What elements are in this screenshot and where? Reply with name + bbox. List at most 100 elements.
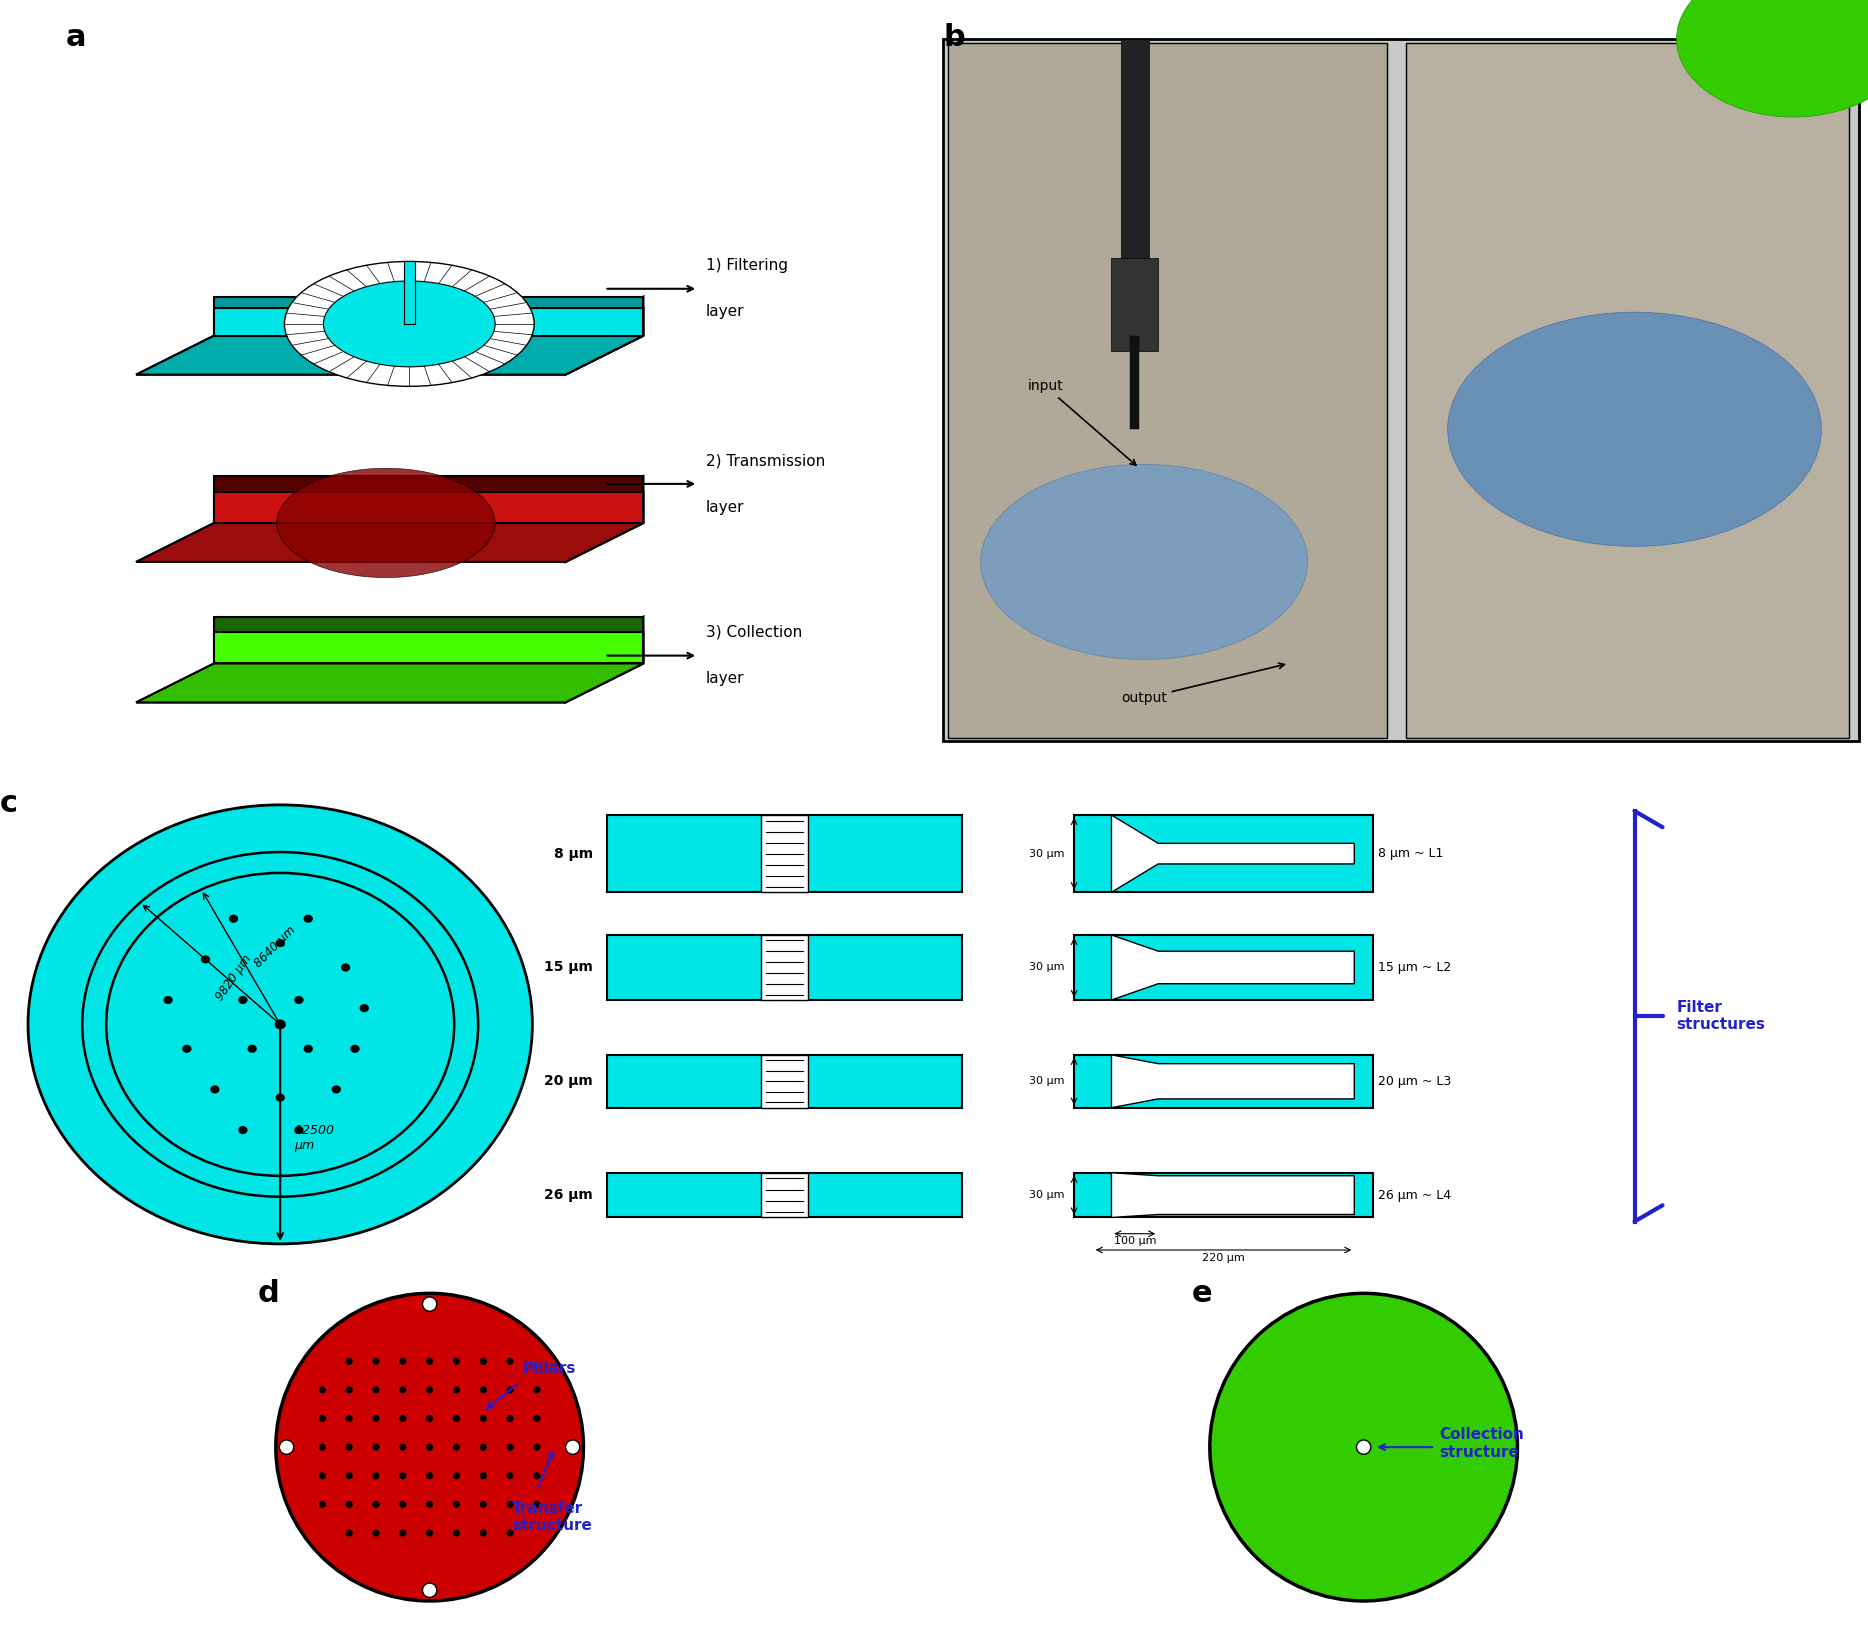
Bar (1074, 815, 1373, 893)
Circle shape (295, 995, 304, 1005)
Text: layer: layer (706, 672, 743, 686)
Bar (762, 1055, 809, 1107)
Circle shape (319, 1444, 325, 1450)
Polygon shape (566, 309, 643, 374)
Circle shape (319, 1387, 325, 1393)
Text: layer: layer (706, 304, 743, 319)
Polygon shape (1111, 935, 1354, 1000)
Polygon shape (566, 616, 643, 702)
Circle shape (422, 1298, 437, 1311)
Polygon shape (215, 491, 643, 524)
Polygon shape (215, 633, 643, 663)
Polygon shape (136, 335, 643, 374)
Text: 12500
μm: 12500 μm (295, 1124, 334, 1153)
Bar (1074, 935, 1373, 1000)
Circle shape (346, 1415, 353, 1423)
Text: 26 μm: 26 μm (544, 1189, 594, 1202)
Ellipse shape (981, 465, 1308, 660)
Circle shape (534, 1444, 540, 1450)
Ellipse shape (284, 262, 534, 387)
Text: 2) Transmission: 2) Transmission (706, 454, 826, 468)
Text: input: input (1027, 379, 1136, 465)
Circle shape (452, 1358, 460, 1364)
Text: 26 μm ~ L4: 26 μm ~ L4 (1379, 1189, 1451, 1202)
Bar (607, 1055, 962, 1107)
Circle shape (400, 1358, 407, 1364)
FancyBboxPatch shape (943, 39, 1859, 741)
Circle shape (280, 1441, 293, 1454)
Circle shape (426, 1387, 433, 1393)
Circle shape (202, 954, 209, 963)
Circle shape (426, 1472, 433, 1480)
Text: 20 μm ~ L3: 20 μm ~ L3 (1379, 1075, 1451, 1088)
Circle shape (400, 1530, 407, 1537)
Polygon shape (136, 663, 643, 702)
Circle shape (480, 1501, 488, 1507)
Circle shape (239, 995, 247, 1005)
Text: layer: layer (706, 499, 743, 514)
Circle shape (346, 1501, 353, 1507)
Text: Filter
structures: Filter structures (1677, 1000, 1765, 1033)
Bar (607, 1172, 962, 1218)
FancyBboxPatch shape (949, 42, 1386, 738)
Circle shape (534, 1501, 540, 1507)
Circle shape (303, 914, 314, 924)
Circle shape (426, 1358, 433, 1364)
Circle shape (319, 1472, 325, 1480)
Circle shape (346, 1472, 353, 1480)
Circle shape (452, 1530, 460, 1537)
Polygon shape (215, 309, 643, 335)
Bar (1121, 39, 1149, 273)
Circle shape (164, 995, 172, 1005)
Text: 15 μm: 15 μm (544, 961, 594, 974)
Text: 3) Collection: 3) Collection (706, 624, 801, 641)
Circle shape (506, 1501, 514, 1507)
Circle shape (452, 1472, 460, 1480)
Circle shape (276, 1093, 286, 1102)
Circle shape (230, 914, 239, 924)
Text: b: b (943, 23, 966, 52)
Circle shape (28, 805, 532, 1244)
Circle shape (239, 1125, 247, 1135)
Text: Transfer
structure: Transfer structure (512, 1501, 592, 1533)
Circle shape (303, 1046, 314, 1054)
Text: 8 μm ~ L1: 8 μm ~ L1 (1379, 847, 1442, 860)
Circle shape (342, 963, 351, 972)
Polygon shape (566, 633, 643, 702)
Circle shape (400, 1387, 407, 1393)
Polygon shape (215, 296, 643, 335)
Circle shape (452, 1415, 460, 1423)
Circle shape (506, 1415, 514, 1423)
Text: 100 μm: 100 μm (1113, 1236, 1156, 1246)
Circle shape (1210, 1293, 1517, 1602)
Circle shape (506, 1358, 514, 1364)
Circle shape (400, 1444, 407, 1450)
Ellipse shape (323, 281, 495, 367)
Polygon shape (566, 491, 643, 563)
Circle shape (346, 1387, 353, 1393)
Polygon shape (566, 476, 643, 563)
Text: 1) Filtering: 1) Filtering (706, 259, 788, 273)
Circle shape (209, 1086, 220, 1094)
Text: d: d (258, 1280, 280, 1307)
Text: Collection
structure: Collection structure (1438, 1428, 1524, 1460)
Polygon shape (566, 296, 643, 374)
Circle shape (372, 1415, 379, 1423)
Text: e: e (1192, 1280, 1212, 1307)
Circle shape (426, 1415, 433, 1423)
Circle shape (346, 1530, 353, 1537)
Circle shape (426, 1530, 433, 1537)
Circle shape (333, 1086, 342, 1094)
Polygon shape (1111, 1172, 1354, 1218)
Text: 30 μm: 30 μm (1029, 1076, 1065, 1086)
Circle shape (426, 1501, 433, 1507)
Circle shape (248, 1046, 258, 1054)
Circle shape (426, 1444, 433, 1450)
Circle shape (506, 1530, 514, 1537)
FancyBboxPatch shape (1407, 42, 1849, 738)
Polygon shape (136, 524, 643, 563)
Circle shape (372, 1530, 379, 1537)
Ellipse shape (276, 468, 495, 577)
Text: a: a (65, 23, 86, 52)
Text: c: c (0, 789, 19, 818)
